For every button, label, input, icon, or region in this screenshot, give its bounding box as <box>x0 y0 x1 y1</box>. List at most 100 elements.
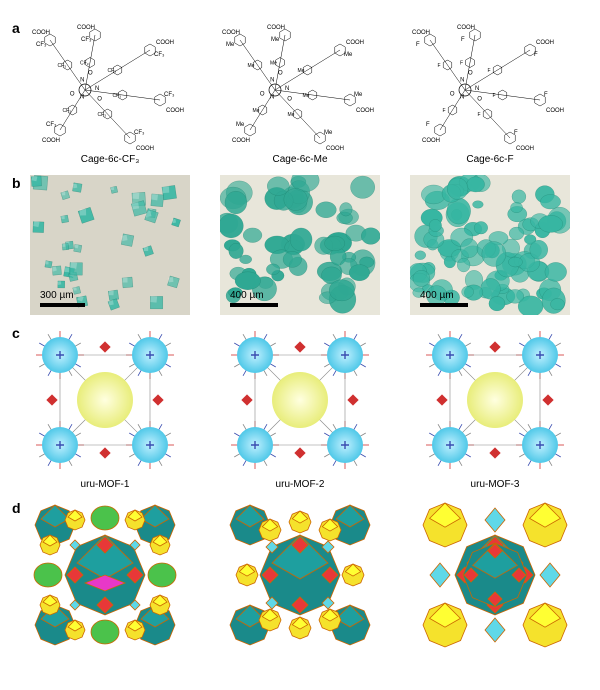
svg-text:F: F <box>443 108 446 114</box>
svg-text:Me: Me <box>324 130 333 136</box>
scalebar-line-2 <box>230 303 278 307</box>
svg-text:COOH: COOH <box>536 40 554 46</box>
micrograph-3: 400 µm <box>410 175 570 315</box>
topology-svg-3 <box>420 500 570 650</box>
svg-text:CF₃: CF₃ <box>36 42 47 48</box>
panel-label-d: d <box>12 500 21 516</box>
row-d: d <box>30 500 570 650</box>
svg-text:COOH: COOH <box>546 108 564 114</box>
svg-text:CF₃: CF₃ <box>113 93 122 99</box>
mof-structure-1 <box>30 325 180 475</box>
col-a-3: COOHFFCOOHFFCOOHFFCOOHFFCOOHFFCOOHFFNNNO… <box>410 20 570 165</box>
chem-structure-2: COOH Me Me COOH Me Me COOH Me Me COOH Me Me COOH Me Me… <box>220 20 380 150</box>
svg-text:Me: Me <box>288 112 295 118</box>
col-b-3: 400 µm <box>410 175 570 315</box>
svg-text:N: N <box>95 86 99 92</box>
svg-text:F: F <box>460 61 463 67</box>
svg-text:F: F <box>461 37 465 43</box>
col-b-2: 400 µm <box>220 175 380 315</box>
svg-text:F: F <box>478 112 481 118</box>
svg-text:COOH: COOH <box>232 138 250 144</box>
micrograph-2: 400 µm <box>220 175 380 315</box>
mof-svg-1 <box>30 325 180 475</box>
topology-svg-2 <box>225 500 375 650</box>
svg-text:CF₃: CF₃ <box>98 112 107 118</box>
chem-structure-1: COOH CF₃ CF₃ COOH CF₃ CF₃ COOH CF₃ CF₃ COOH CF₃ CF₃… <box>30 20 190 150</box>
svg-text:O: O <box>88 70 93 76</box>
svg-text:CF₃: CF₃ <box>154 52 165 58</box>
svg-text:N: N <box>270 77 274 83</box>
col-c-1: uru-MOF-1 <box>30 325 180 490</box>
svg-text:N: N <box>80 77 84 83</box>
caption-a-1: Cage-6c-CF₃ <box>81 154 140 165</box>
row-b: b 300 µm 400 µm <box>30 175 570 315</box>
mof-svg-3 <box>420 325 570 475</box>
col-c-3: uru-MOF-3 <box>420 325 570 490</box>
svg-text:CF₃: CF₃ <box>80 61 89 67</box>
svg-text:COOH: COOH <box>222 30 240 36</box>
svg-text:F: F <box>534 52 538 58</box>
svg-text:COOH: COOH <box>457 25 475 31</box>
scalebar-1: 300 µm <box>40 290 85 307</box>
cage-svg-3: COOHFFCOOHFFCOOHFFCOOHFFCOOHFFCOOHFFNNNO… <box>410 20 570 150</box>
svg-text:F: F <box>438 63 441 69</box>
svg-text:N: N <box>475 86 479 92</box>
svg-text:COOH: COOH <box>77 25 95 31</box>
col-b-1: 300 µm <box>30 175 190 315</box>
panel-label-a: a <box>12 20 20 36</box>
col-d-2 <box>225 500 375 650</box>
svg-text:Me: Me <box>226 42 235 48</box>
svg-text:F: F <box>493 93 496 99</box>
svg-text:CF₃: CF₃ <box>46 122 57 128</box>
topology-1 <box>30 500 180 650</box>
svg-text:COOH: COOH <box>156 40 174 46</box>
svg-text:O: O <box>477 96 482 102</box>
col-d-1 <box>30 500 180 650</box>
chem-structure-3: COOHFFCOOHFFCOOHFFCOOHFFCOOHFFCOOHFFNNNO… <box>410 20 570 150</box>
svg-text:Me: Me <box>303 93 310 99</box>
svg-text:COOH: COOH <box>346 40 364 46</box>
svg-text:CF₃: CF₃ <box>108 68 117 74</box>
scalebar-line-1 <box>40 303 85 307</box>
scalebar-label-2: 400 µm <box>230 290 264 301</box>
svg-text:Me: Me <box>236 122 245 128</box>
figure: a COOHCF₃CF₃COOHCF₃CF₃COOHCF₃CF₃COOHCF₃C… <box>30 20 570 650</box>
svg-text:F: F <box>488 68 491 74</box>
svg-text:Me: Me <box>344 52 353 58</box>
topology-2 <box>225 500 375 650</box>
mof-structure-2 <box>225 325 375 475</box>
svg-text:Me: Me <box>253 108 260 114</box>
scalebar-2: 400 µm <box>230 290 278 307</box>
scalebar-line-3 <box>420 303 468 307</box>
svg-text:COOH: COOH <box>42 138 60 144</box>
svg-text:COOH: COOH <box>166 108 184 114</box>
svg-text:COOH: COOH <box>422 138 440 144</box>
svg-text:N: N <box>285 86 289 92</box>
svg-text:Me: Me <box>270 61 277 67</box>
svg-text:CF₃: CF₃ <box>81 37 92 43</box>
caption-a-2: Cage-6c-Me <box>272 154 327 165</box>
caption-c-3: uru-MOF-3 <box>471 479 520 490</box>
row-c: c uru-MOF-1 uru-MOF-2 uru-MOF-3 <box>30 325 570 490</box>
svg-text:F: F <box>416 42 420 48</box>
svg-text:CF₃: CF₃ <box>164 92 175 98</box>
svg-text:COOH: COOH <box>356 108 374 114</box>
svg-text:CF₃: CF₃ <box>63 108 72 114</box>
col-a-1: COOH CF₃ CF₃ COOH CF₃ CF₃ COOH CF₃ CF₃ COOH CF₃ CF₃… <box>30 20 190 165</box>
svg-text:Me: Me <box>248 63 255 69</box>
topology-svg-1 <box>30 500 180 650</box>
svg-text:O: O <box>278 70 283 76</box>
svg-text:O: O <box>70 91 75 97</box>
svg-text:Me: Me <box>271 37 280 43</box>
svg-text:O: O <box>287 96 292 102</box>
mof-svg-2 <box>225 325 375 475</box>
svg-text:Me: Me <box>354 92 363 98</box>
svg-text:F: F <box>544 92 548 98</box>
svg-text:COOH: COOH <box>32 30 50 36</box>
svg-text:F: F <box>514 130 518 136</box>
svg-text:COOH: COOH <box>267 25 285 31</box>
caption-c-2: uru-MOF-2 <box>276 479 325 490</box>
svg-text:COOH: COOH <box>136 146 154 150</box>
col-a-2: COOH Me Me COOH Me Me COOH Me Me COOH Me Me COOH Me Me… <box>220 20 380 165</box>
svg-text:O: O <box>260 91 265 97</box>
